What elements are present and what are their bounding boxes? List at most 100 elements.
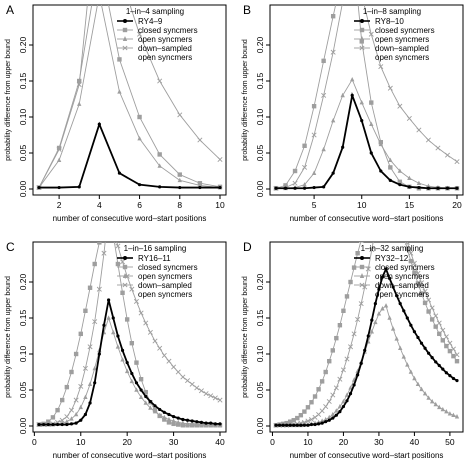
- data-point: [426, 297, 432, 303]
- data-point: [217, 156, 223, 162]
- data-point: [115, 261, 121, 267]
- data-point: [359, 361, 363, 365]
- x-tick-label: 15: [405, 200, 415, 210]
- data-point: [321, 58, 326, 64]
- y-tick-label: 0.15: [255, 309, 265, 326]
- data-point: [321, 146, 326, 152]
- data-point: [447, 411, 453, 416]
- y-tick-label: 0.15: [18, 309, 28, 326]
- x-tick-label: 20: [122, 437, 132, 447]
- data-point: [454, 414, 460, 419]
- legend-entry: closed syncmers: [375, 263, 435, 272]
- data-point: [366, 334, 370, 338]
- legend-entry: closed syncmers: [138, 263, 198, 272]
- panel-letter: D: [243, 240, 252, 254]
- data-point: [129, 378, 135, 384]
- data-point: [388, 178, 392, 182]
- legend-entry: RY4–9: [138, 17, 163, 26]
- y-tick-label: 0.00: [255, 417, 265, 434]
- data-point: [60, 397, 65, 403]
- data-point: [199, 420, 204, 424]
- data-point: [330, 392, 336, 398]
- data-point: [79, 418, 83, 422]
- legend-entry: RY32–12: [375, 254, 409, 263]
- y-tick-label: 0.05: [255, 381, 265, 398]
- data-point: [69, 422, 74, 426]
- data-point: [427, 351, 431, 355]
- y-tick-label: 0.10: [18, 345, 28, 362]
- data-point: [117, 89, 122, 94]
- plot-area: [273, 186, 460, 428]
- data-point: [437, 331, 442, 337]
- data-point: [166, 358, 172, 364]
- data-point: [171, 421, 176, 427]
- data-point: [415, 281, 421, 286]
- data-point: [283, 186, 288, 190]
- plot-area: [36, 242, 223, 428]
- data-point: [130, 371, 134, 376]
- data-point: [323, 416, 328, 422]
- series-line: [38, 242, 220, 426]
- data-point: [419, 386, 424, 392]
- data-point: [338, 410, 342, 414]
- data-point: [59, 417, 65, 423]
- data-point: [204, 421, 208, 425]
- data-point: [78, 404, 83, 410]
- data-point: [319, 418, 325, 423]
- data-point: [387, 186, 391, 190]
- data-point: [87, 381, 93, 387]
- data-point: [83, 308, 88, 313]
- data-point: [302, 423, 306, 427]
- data-point: [444, 409, 449, 414]
- data-point: [331, 416, 335, 420]
- data-point: [209, 421, 213, 425]
- data-point: [327, 418, 331, 422]
- data-point: [384, 267, 388, 271]
- data-point: [177, 172, 182, 177]
- data-point: [143, 400, 148, 405]
- data-point: [120, 348, 125, 352]
- data-point: [184, 378, 191, 384]
- panel-letter: B: [243, 3, 251, 17]
- data-point: [334, 413, 338, 417]
- data-point: [363, 348, 367, 352]
- data-point: [134, 387, 139, 392]
- data-point: [426, 183, 431, 188]
- data-point: [380, 190, 384, 194]
- data-point: [177, 112, 183, 118]
- data-point: [102, 323, 106, 327]
- data-point: [56, 157, 62, 162]
- data-point: [166, 420, 172, 425]
- series-line: [39, 299, 220, 426]
- y-tick-label: 0.05: [18, 144, 28, 161]
- data-point: [77, 185, 81, 189]
- legend-title: 1–in–16 sampling: [124, 244, 187, 253]
- data-point: [323, 369, 328, 375]
- data-point: [350, 76, 355, 82]
- y-tick-label: 0.20: [18, 36, 28, 53]
- data-point: [96, 286, 102, 292]
- data-point: [402, 229, 406, 233]
- data-point: [412, 330, 417, 334]
- data-point: [69, 416, 74, 421]
- data-point: [419, 291, 424, 296]
- data-point: [316, 422, 321, 426]
- data-point: [185, 418, 190, 422]
- data-point: [115, 344, 121, 349]
- data-point: [401, 354, 406, 359]
- data-point: [319, 408, 325, 414]
- data-point: [450, 346, 456, 352]
- data-point: [426, 186, 431, 190]
- data-point: [322, 185, 326, 189]
- data-point: [444, 371, 448, 375]
- data-point: [388, 165, 393, 170]
- y-tick-label: 0.20: [255, 273, 265, 290]
- data-point: [369, 151, 373, 155]
- data-point: [162, 417, 167, 422]
- data-point: [380, 275, 385, 279]
- data-point: [429, 305, 435, 311]
- data-point: [455, 186, 459, 190]
